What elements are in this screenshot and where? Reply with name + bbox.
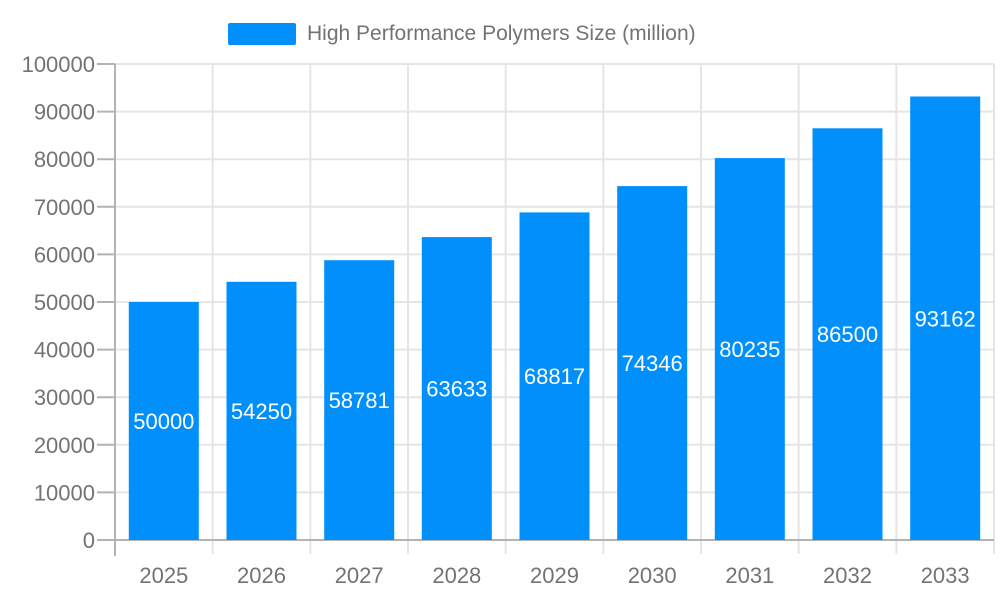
x-axis-label: 2031 xyxy=(725,563,774,588)
bar-2030[interactable] xyxy=(617,186,688,540)
y-axis-label: 0 xyxy=(83,528,95,553)
bar-2033[interactable] xyxy=(910,96,981,541)
x-axis-label: 2027 xyxy=(335,563,384,588)
bar-2028[interactable] xyxy=(421,237,492,540)
bar-2032[interactable] xyxy=(812,128,883,541)
x-axis-label: 2025 xyxy=(139,563,188,588)
bar-2027[interactable] xyxy=(324,260,395,540)
y-axis-label: 10000 xyxy=(34,480,95,505)
bar-value-label: 58781 xyxy=(329,388,390,413)
bar-value-label: 68817 xyxy=(524,364,585,389)
bar-value-label: 50000 xyxy=(133,409,194,434)
y-axis-label: 90000 xyxy=(34,100,95,125)
x-axis-label: 2028 xyxy=(432,563,481,588)
bar-value-label: 54250 xyxy=(231,399,292,424)
x-axis-label: 2033 xyxy=(921,563,970,588)
bar-value-label: 63633 xyxy=(426,377,487,402)
bar-value-label: 93162 xyxy=(915,306,976,331)
x-axis-label: 2029 xyxy=(530,563,579,588)
y-axis-label: 100000 xyxy=(22,52,95,77)
legend-swatch xyxy=(228,23,296,45)
x-axis-label: 2030 xyxy=(628,563,677,588)
x-axis-label: 2026 xyxy=(237,563,286,588)
bar-2025[interactable] xyxy=(128,302,199,540)
y-axis-label: 70000 xyxy=(34,195,95,220)
x-axis-label: 2032 xyxy=(823,563,872,588)
y-axis-label: 50000 xyxy=(34,290,95,315)
y-axis-label: 60000 xyxy=(34,242,95,267)
bar-2029[interactable] xyxy=(519,212,590,540)
bar-2031[interactable] xyxy=(714,158,785,540)
y-axis-label: 30000 xyxy=(34,385,95,410)
y-axis-label: 80000 xyxy=(34,147,95,172)
bar-value-label: 74346 xyxy=(622,351,683,376)
y-axis-label: 40000 xyxy=(34,338,95,363)
y-axis-label: 20000 xyxy=(34,433,95,458)
legend-label: High Performance Polymers Size (million) xyxy=(307,22,696,45)
bar-value-label: 80235 xyxy=(719,337,780,362)
legend[interactable]: High Performance Polymers Size (million) xyxy=(228,22,696,46)
bar-2026[interactable] xyxy=(226,281,297,540)
bar-value-label: 86500 xyxy=(817,322,878,347)
